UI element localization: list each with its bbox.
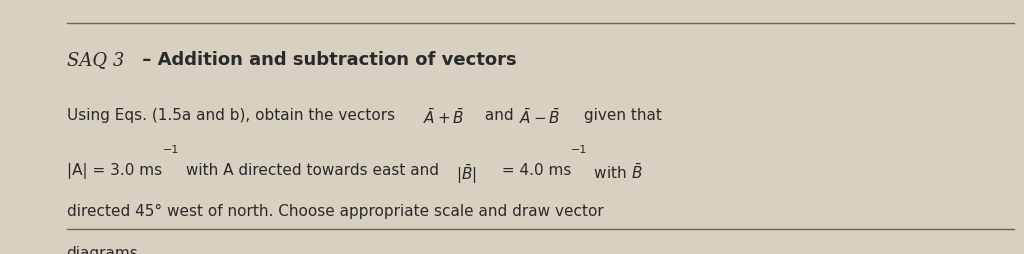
Text: with $\bar{B}$: with $\bar{B}$	[589, 163, 642, 182]
Text: diagrams.: diagrams.	[67, 246, 143, 254]
Text: = 4.0 ms: = 4.0 ms	[497, 163, 571, 178]
Text: and: and	[480, 108, 519, 123]
Text: with A directed towards east and: with A directed towards east and	[181, 163, 444, 178]
Text: −1: −1	[570, 145, 587, 155]
Text: −1: −1	[163, 145, 179, 155]
Text: directed 45° west of north. Choose appropriate scale and draw vector: directed 45° west of north. Choose appro…	[67, 204, 603, 219]
Text: $\bar{A}-\bar{B}$: $\bar{A}-\bar{B}$	[519, 108, 561, 127]
Text: $\bar{A}+\bar{B}$: $\bar{A}+\bar{B}$	[423, 108, 465, 127]
Text: – Addition and subtraction of vectors: – Addition and subtraction of vectors	[136, 51, 517, 69]
Text: |A| = 3.0 ms: |A| = 3.0 ms	[67, 163, 162, 179]
Text: SAQ 3: SAQ 3	[67, 51, 124, 69]
Text: given that: given that	[579, 108, 662, 123]
Text: $|\bar{B}|$: $|\bar{B}|$	[456, 163, 476, 186]
Text: Using Eqs. (1.5a and b), obtain the vectors: Using Eqs. (1.5a and b), obtain the vect…	[67, 108, 399, 123]
